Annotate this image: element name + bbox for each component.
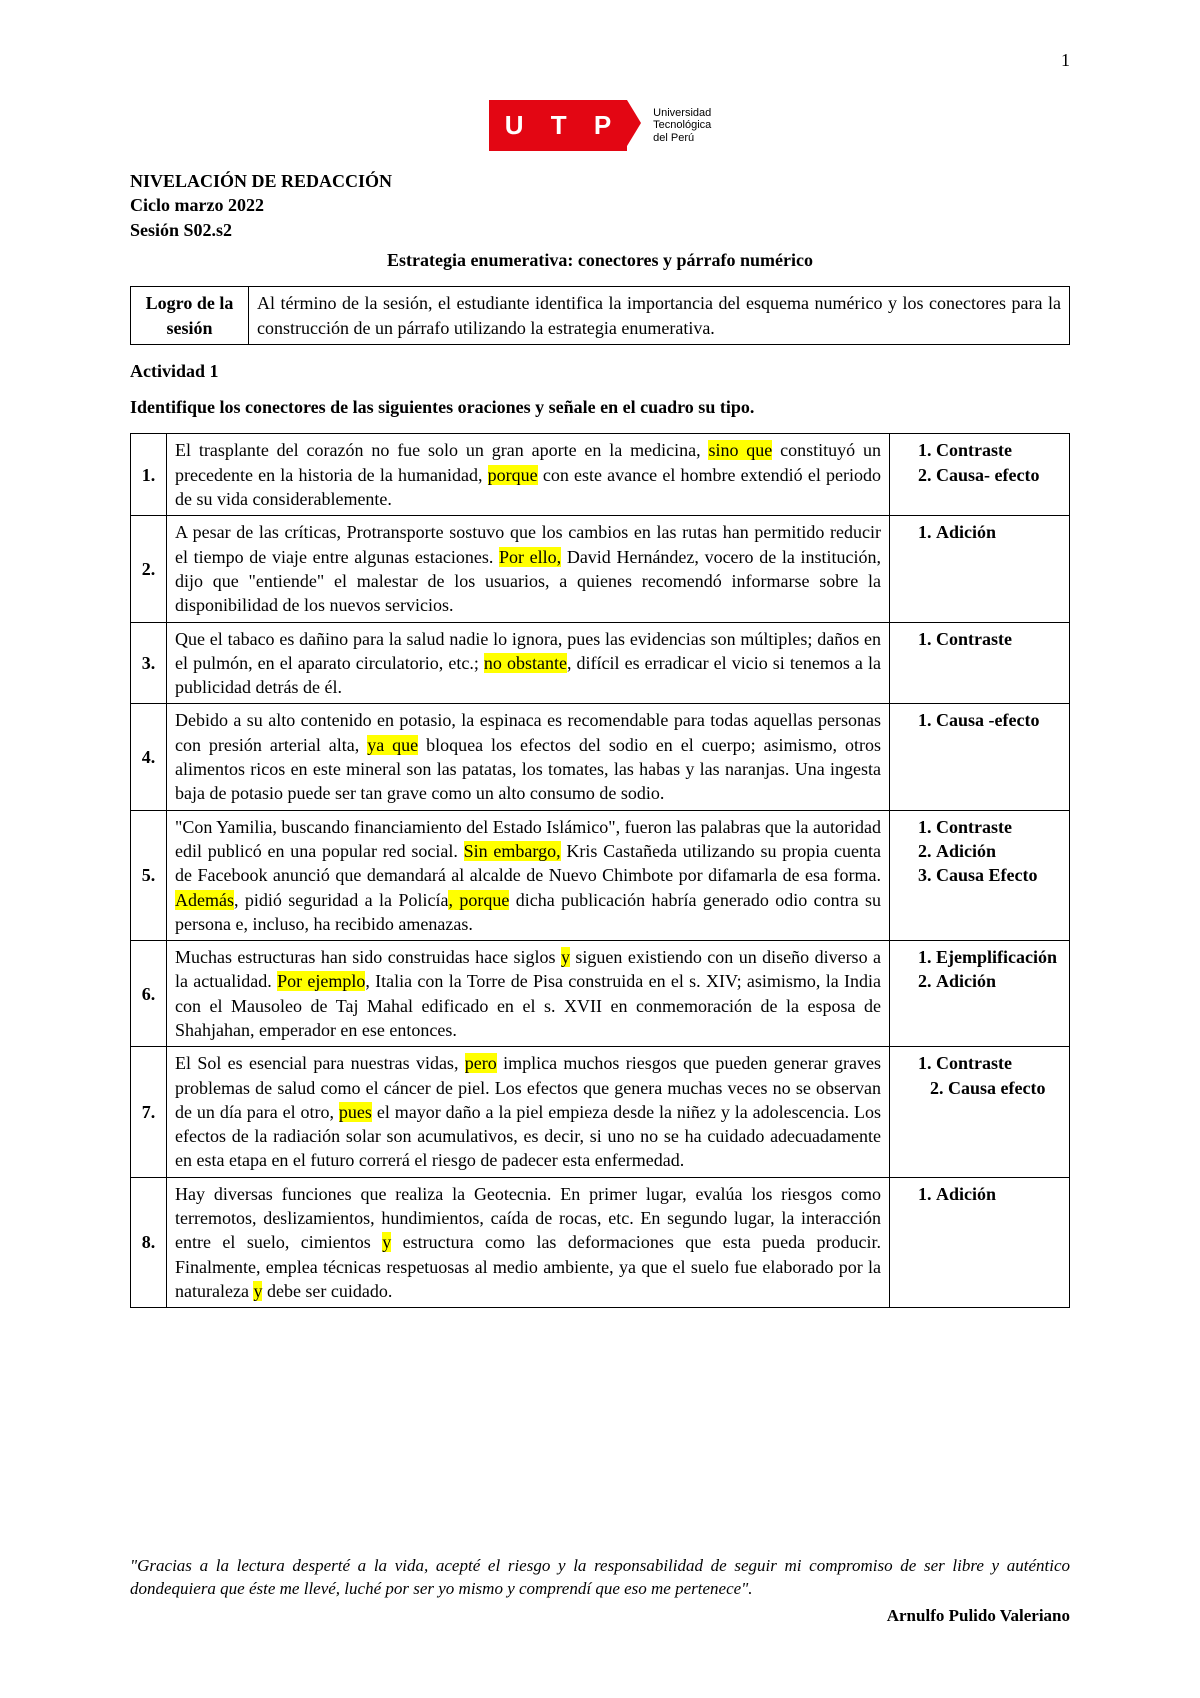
footer: "Gracias a la lectura desperté a la vida… [130,1555,1070,1628]
row-text: Que el tabaco es dañino para la salud na… [167,622,890,704]
type-item: Contraste [916,627,1061,651]
cycle: Ciclo marzo 2022 [130,193,1070,217]
row-types: EjemplificaciónAdición [890,941,1070,1047]
row-text: El Sol es esencial para nuestras vidas, … [167,1047,890,1177]
activity-instruction: Identifique los conectores de las siguie… [130,395,1070,419]
highlighted-connector: pero [465,1053,497,1073]
highlighted-connector: Sin embargo, [464,841,561,861]
row-number: 4. [131,704,167,810]
highlighted-connector: ya que [367,735,418,755]
table-row: 1. El trasplante del corazón no fue solo … [131,434,1070,516]
row-text: A pesar de las críticas, Protransporte s… [167,516,890,622]
logro-label: Logro de la sesión [131,287,249,345]
exercise-table: 1. El trasplante del corazón no fue solo … [130,433,1070,1308]
highlighted-connector: Además [175,890,234,910]
row-text: Muchas estructuras han sido construidas … [167,941,890,1047]
course-name: NIVELACIÓN DE REDACCIÓN [130,169,1070,193]
row-text: Debido a su alto contenido en potasio, l… [167,704,890,810]
logro-text: Al término de la sesión, el estudiante i… [249,287,1070,345]
highlighted-connector: no obstante [484,653,567,673]
table-row: 2.A pesar de las críticas, Protransporte… [131,516,1070,622]
type-item: Causa Efecto [916,863,1061,887]
highlighted-connector: sino que [708,440,772,460]
row-text: "Con Yamilia, buscando financiamiento de… [167,810,890,940]
row-text: El trasplante del corazón no fue solo un… [167,434,890,516]
row-types: Adición [890,516,1070,622]
highlighted-connector: Por ejemplo [277,971,365,991]
type-item: Adición [916,520,1061,544]
row-types: ContrasteAdiciónCausa Efecto [890,810,1070,940]
highlighted-connector: pues [339,1102,372,1122]
highlighted-connector: Por ello, [499,547,561,567]
type-item: Contraste [916,815,1061,839]
row-types: Causa -efecto [890,704,1070,810]
type-item: Adición [916,839,1061,863]
type-item: Adición [916,1182,1061,1206]
logo-tagline: UniversidadTecnológicadel Perú [653,107,711,145]
table-row: 4.Debido a su alto contenido en potasio,… [131,704,1070,810]
logo: U T P UniversidadTecnológicadel Perú [130,100,1070,151]
row-number: 5. [131,810,167,940]
session: Sesión S02.s2 [130,218,1070,242]
type-item: Ejemplificación [916,945,1061,969]
type-item: Causa -efecto [916,708,1061,732]
row-number: 1. [131,434,167,516]
text-segment: , pidió seguridad a la Policía [234,890,448,910]
page-title: Estrategia enumerativa: conectores y pár… [130,248,1070,272]
row-number: 8. [131,1177,167,1307]
page-number: 1 [1061,48,1070,72]
row-types: ContrasteCausa- efecto [890,434,1070,516]
row-number: 3. [131,622,167,704]
highlighted-connector: porque [488,465,538,485]
footer-quote: "Gracias a la lectura desperté a la vida… [130,1556,1070,1598]
row-number: 7. [131,1047,167,1177]
table-row: 5."Con Yamilia, buscando financiamiento … [131,810,1070,940]
text-segment: El Sol es esencial para nuestras vidas, [175,1053,465,1073]
footer-author: Arnulfo Pulido Valeriano [130,1605,1070,1628]
type-item: Contraste [916,438,1061,462]
row-number: 6. [131,941,167,1047]
table-row: 6. Muchas estructuras han sido construida… [131,941,1070,1047]
table-row: 8.Hay diversas funciones que realiza la … [131,1177,1070,1307]
row-number: 2. [131,516,167,622]
row-text: Hay diversas funciones que realiza la Ge… [167,1177,890,1307]
row-types: Adición [890,1177,1070,1307]
highlighted-connector: y [561,947,570,967]
type-item: Adición [916,969,1061,993]
text-segment: Muchas estructuras han sido construidas … [175,947,561,967]
highlighted-connector: y [382,1232,391,1252]
highlighted-connector: , porque [448,890,509,910]
row-types: Contraste [890,622,1070,704]
row-types: Contraste2. Causa efecto [890,1047,1070,1177]
table-row: 3.Que el tabaco es dañino para la salud … [131,622,1070,704]
logro-table: Logro de la sesión Al término de la sesi… [130,286,1070,345]
text-segment: debe ser cuidado. [262,1281,392,1301]
header: NIVELACIÓN DE REDACCIÓN Ciclo marzo 2022… [130,169,1070,242]
text-segment: El trasplante del corazón no fue solo un… [175,440,708,460]
logo-letters: U T P [489,100,627,151]
table-row: 7.El Sol es esencial para nuestras vidas… [131,1047,1070,1177]
activity-heading: Actividad 1 [130,359,1070,383]
type-item: Causa- efecto [916,463,1061,487]
